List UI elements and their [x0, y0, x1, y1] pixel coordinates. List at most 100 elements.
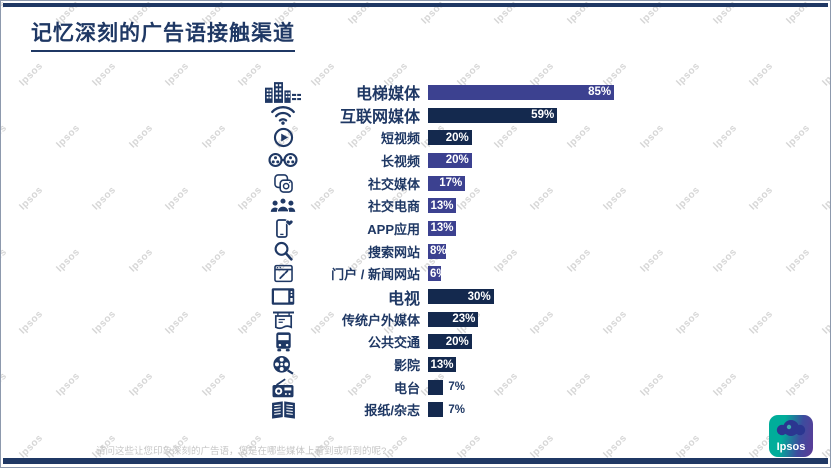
- people-group-icon: [258, 196, 308, 215]
- ipsos-logo-mark: [776, 420, 806, 436]
- bar: 23%: [428, 311, 479, 327]
- watermark-text: Ipsos: [820, 184, 831, 213]
- value-label: 7%: [448, 381, 465, 394]
- wifi-icon: [258, 105, 308, 125]
- bar: 17%: [428, 175, 466, 191]
- watermark-text: Ipsos: [638, 370, 667, 399]
- film-reels-icon: [258, 151, 308, 169]
- chart-row: 长视频 20%: [258, 149, 614, 172]
- value-label: 85%: [588, 86, 612, 99]
- watermark-text: Ipsos: [784, 122, 813, 151]
- watermark-text: Ipsos: [382, 432, 411, 461]
- chart-row: 影院 13%: [258, 353, 614, 376]
- watermark-text: Ipsos: [820, 308, 831, 337]
- watermark-text: Ipsos: [17, 432, 46, 461]
- chart-row: 社交电商 13%: [258, 194, 614, 217]
- category-label: 社交电商: [367, 199, 420, 215]
- watermark-text: Ipsos: [455, 432, 484, 461]
- category-label: APP应用: [367, 221, 420, 237]
- value-label: 13%: [430, 199, 454, 212]
- watermark-text: Ipsos: [638, 122, 667, 151]
- watermark-text: Ipsos: [200, 370, 229, 399]
- bar: 20%: [428, 130, 472, 146]
- bar: 13%: [428, 198, 457, 214]
- watermark-text: Ipsos: [0, 246, 10, 275]
- watermark-text: Ipsos: [90, 308, 119, 337]
- watermark-text: Ipsos: [601, 432, 630, 461]
- ipsos-logo-text: Ipsos: [776, 441, 806, 453]
- watermark-text: Ipsos: [163, 60, 192, 89]
- value-label: 20%: [445, 154, 469, 167]
- search-icon: [258, 241, 308, 262]
- bar: [428, 402, 444, 418]
- value-label: 13%: [430, 222, 454, 235]
- value-label: 20%: [445, 131, 469, 144]
- phone-heart-icon: [258, 218, 308, 239]
- bar: 13%: [428, 220, 457, 236]
- category-label: 影院: [393, 358, 420, 374]
- category-label: 公共交通: [367, 335, 420, 351]
- watermark-text: Ipsos: [747, 308, 776, 337]
- value-label: 20%: [445, 335, 469, 348]
- bar: 20%: [428, 334, 472, 350]
- chart-row: 短视频 20%: [258, 126, 614, 149]
- category-label: 传统户外媒体: [341, 312, 420, 328]
- watermark-text: Ipsos: [163, 308, 192, 337]
- bar: 30%: [428, 289, 494, 305]
- watermark-text: Ipsos: [127, 246, 156, 275]
- category-label: 短视频: [380, 131, 420, 147]
- value-label: 8%: [430, 245, 446, 258]
- watermark-text: Ipsos: [54, 370, 83, 399]
- bar: 6%: [428, 266, 442, 282]
- chart-row: 搜索网站 8%: [258, 240, 614, 263]
- value-label: 6%: [430, 267, 441, 280]
- watermark-text: Ipsos: [674, 308, 703, 337]
- bar-chart: 电梯媒体 85% 互联网媒体 59% 短视频 20% 长视频 20% 社交媒体 17% 社交电商 13…: [258, 81, 615, 422]
- watermark-text: Ipsos: [17, 184, 46, 213]
- radio-icon: [258, 377, 308, 398]
- chart-row: 报纸/杂志 7%: [258, 399, 614, 422]
- watermark-text: Ipsos: [784, 370, 813, 399]
- watermark-text: Ipsos: [200, 122, 229, 151]
- bar: 85%: [428, 84, 615, 100]
- chart-row: 互联网媒体 59%: [258, 104, 614, 127]
- bar: [428, 379, 444, 395]
- category-label: 社交媒体: [367, 176, 420, 192]
- page-title: 记忆深刻的广告语接触渠道: [31, 17, 295, 52]
- value-label: 23%: [452, 313, 476, 326]
- bar: 59%: [428, 107, 558, 123]
- chart-row: 门户 / 新闻网站 6%: [258, 263, 614, 286]
- watermark-text: Ipsos: [820, 432, 831, 461]
- slide-bottom-bar: [3, 458, 828, 464]
- category-label: 电视: [387, 290, 420, 308]
- footnote: 请问这些让您印象深刻的广告语，您是在哪些媒体上看到或听到的呢?: [96, 446, 387, 457]
- category-label: 门户 / 新闻网站: [331, 267, 420, 283]
- category-label: 搜索网站: [367, 244, 420, 260]
- watermark-text: Ipsos: [784, 246, 813, 275]
- value-label: 7%: [448, 403, 465, 416]
- value-label: 13%: [430, 358, 454, 371]
- bar: 8%: [428, 243, 446, 259]
- bar: 20%: [428, 152, 472, 168]
- film-reel-icon: [258, 355, 308, 375]
- ipsos-logo: Ipsos: [769, 415, 813, 457]
- watermark-text: Ipsos: [0, 122, 10, 151]
- bar: 13%: [428, 357, 457, 373]
- watermark-text: Ipsos: [711, 246, 740, 275]
- category-label: 长视频: [380, 153, 420, 169]
- category-label: 电台: [393, 380, 420, 396]
- chart-row: 社交媒体 17%: [258, 172, 614, 195]
- watermark-text: Ipsos: [90, 60, 119, 89]
- category-label: 报纸/杂志: [364, 403, 420, 419]
- watermark-text: Ipsos: [90, 184, 119, 213]
- watermark-text: Ipsos: [54, 122, 83, 151]
- chart-row: 电台 7%: [258, 376, 614, 399]
- watermark-text: Ipsos: [528, 432, 557, 461]
- bus-icon: [258, 331, 308, 352]
- watermark-text: Ipsos: [200, 246, 229, 275]
- play-icon: [258, 127, 308, 148]
- watermark-text: Ipsos: [747, 184, 776, 213]
- watermark-text: Ipsos: [820, 60, 831, 89]
- value-label: 59%: [531, 109, 555, 122]
